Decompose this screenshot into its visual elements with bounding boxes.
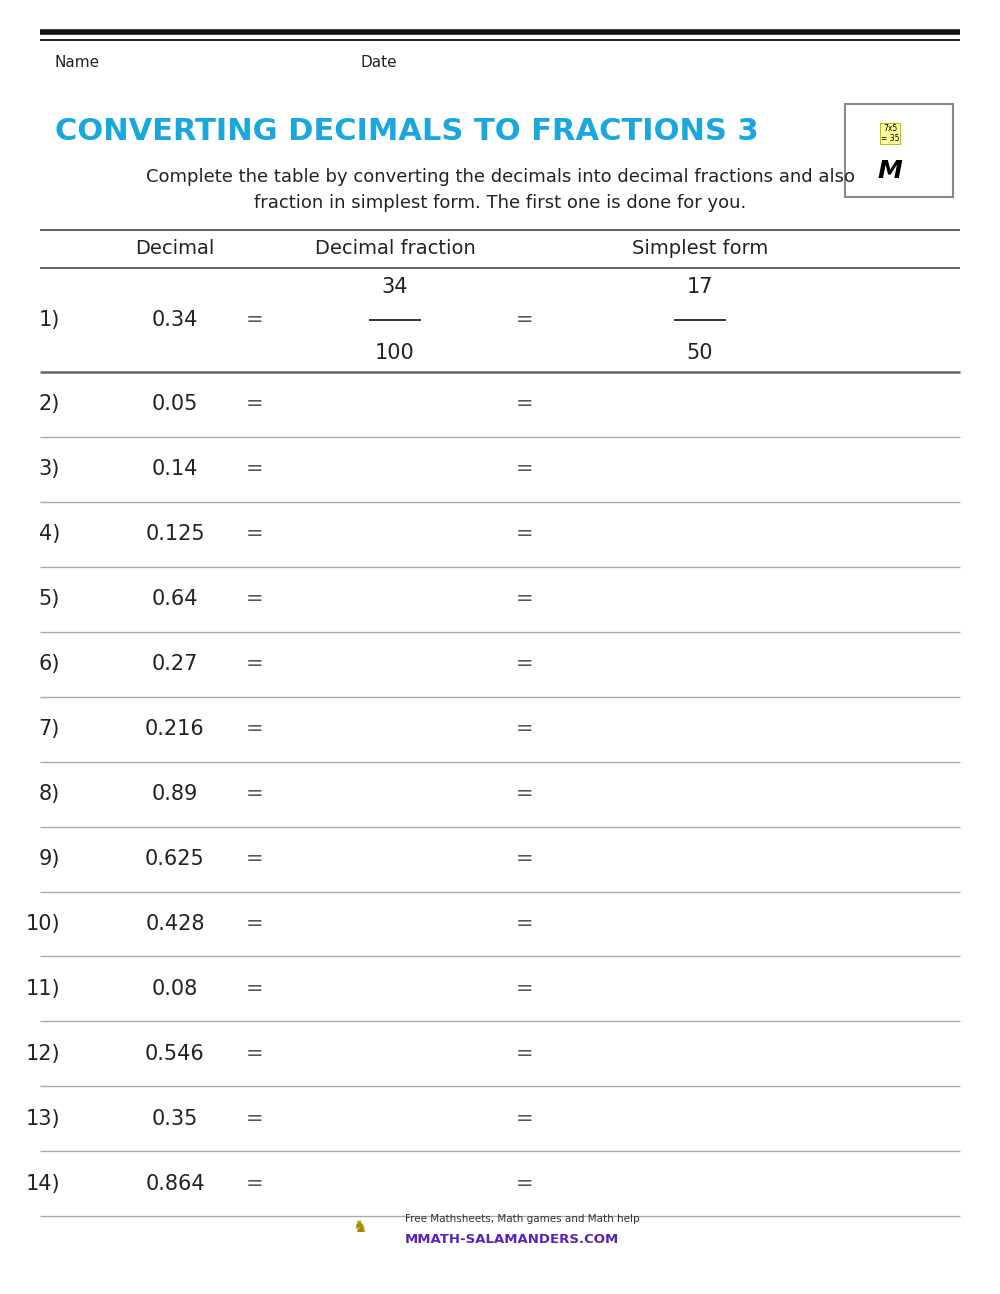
Text: 8): 8)	[39, 784, 60, 804]
Text: =: =	[246, 784, 264, 804]
Text: =: =	[516, 1109, 534, 1128]
Text: 34: 34	[382, 277, 408, 296]
Text: 0.125: 0.125	[145, 524, 205, 545]
Text: =: =	[246, 589, 264, 609]
Text: =: =	[246, 914, 264, 934]
Text: 100: 100	[375, 343, 415, 362]
Text: 0.864: 0.864	[145, 1174, 205, 1194]
Text: 0.08: 0.08	[152, 980, 198, 999]
Text: 2): 2)	[39, 395, 60, 414]
Text: M: M	[878, 159, 903, 182]
Text: =: =	[246, 849, 264, 870]
Text: =: =	[246, 719, 264, 739]
Text: 5): 5)	[39, 589, 60, 609]
Text: 12): 12)	[25, 1044, 60, 1064]
Text: 0.05: 0.05	[152, 395, 198, 414]
Text: Date: Date	[360, 54, 397, 70]
Text: 0.546: 0.546	[145, 1044, 205, 1064]
Text: 3): 3)	[39, 459, 60, 479]
Text: =: =	[516, 589, 534, 609]
Text: Decimal: Decimal	[135, 239, 215, 258]
Text: 0.64: 0.64	[152, 589, 198, 609]
Text: =: =	[246, 1109, 264, 1128]
Text: ♞: ♞	[353, 1218, 367, 1236]
Text: =: =	[246, 309, 264, 330]
Text: =: =	[516, 1174, 534, 1194]
Text: 14): 14)	[25, 1174, 60, 1194]
Text: =: =	[246, 459, 264, 479]
Text: CONVERTING DECIMALS TO FRACTIONS 3: CONVERTING DECIMALS TO FRACTIONS 3	[55, 118, 759, 146]
Text: =: =	[246, 1044, 264, 1064]
Text: 4): 4)	[39, 524, 60, 545]
Text: Complete the table by converting the decimals into decimal fractions and also: Complete the table by converting the dec…	[146, 168, 854, 186]
Text: 7): 7)	[39, 719, 60, 739]
Text: =: =	[246, 1174, 264, 1194]
Text: =: =	[246, 980, 264, 999]
Text: =: =	[516, 459, 534, 479]
Text: 0.14: 0.14	[152, 459, 198, 479]
Text: 0.216: 0.216	[145, 719, 205, 739]
Text: 0.89: 0.89	[152, 784, 198, 804]
Text: =: =	[516, 1044, 534, 1064]
Text: =: =	[516, 395, 534, 414]
Text: Name: Name	[55, 54, 100, 70]
Text: Decimal fraction: Decimal fraction	[315, 239, 475, 258]
Text: =: =	[246, 655, 264, 674]
Text: 0.34: 0.34	[152, 309, 198, 330]
Text: =: =	[516, 309, 534, 330]
Text: =: =	[516, 914, 534, 934]
Text: 0.625: 0.625	[145, 849, 205, 870]
Text: 11): 11)	[25, 980, 60, 999]
Text: fraction in simplest form. The first one is done for you.: fraction in simplest form. The first one…	[254, 194, 746, 212]
Text: 0.27: 0.27	[152, 655, 198, 674]
Text: 10): 10)	[25, 914, 60, 934]
Text: =: =	[516, 784, 534, 804]
Text: 1): 1)	[39, 309, 60, 330]
Text: =: =	[516, 849, 534, 870]
Text: =: =	[246, 395, 264, 414]
Text: 17: 17	[687, 277, 713, 296]
Text: 0.35: 0.35	[152, 1109, 198, 1128]
Text: =: =	[516, 719, 534, 739]
Text: =: =	[516, 980, 534, 999]
Text: Simplest form: Simplest form	[632, 239, 768, 258]
Text: 0.428: 0.428	[145, 914, 205, 934]
Text: 9): 9)	[38, 849, 60, 870]
Text: 13): 13)	[25, 1109, 60, 1128]
Text: 50: 50	[687, 343, 713, 362]
Text: =: =	[516, 655, 534, 674]
Text: MMATH-SALAMANDERS.COM: MMATH-SALAMANDERS.COM	[405, 1233, 619, 1246]
Text: Free Mathsheets, Math games and Math help: Free Mathsheets, Math games and Math hel…	[405, 1214, 640, 1224]
Bar	[845, 104, 953, 197]
Text: 6): 6)	[38, 655, 60, 674]
Text: =: =	[246, 524, 264, 545]
Text: =: =	[516, 524, 534, 545]
Text: 7x5
= 35: 7x5 = 35	[881, 124, 900, 144]
